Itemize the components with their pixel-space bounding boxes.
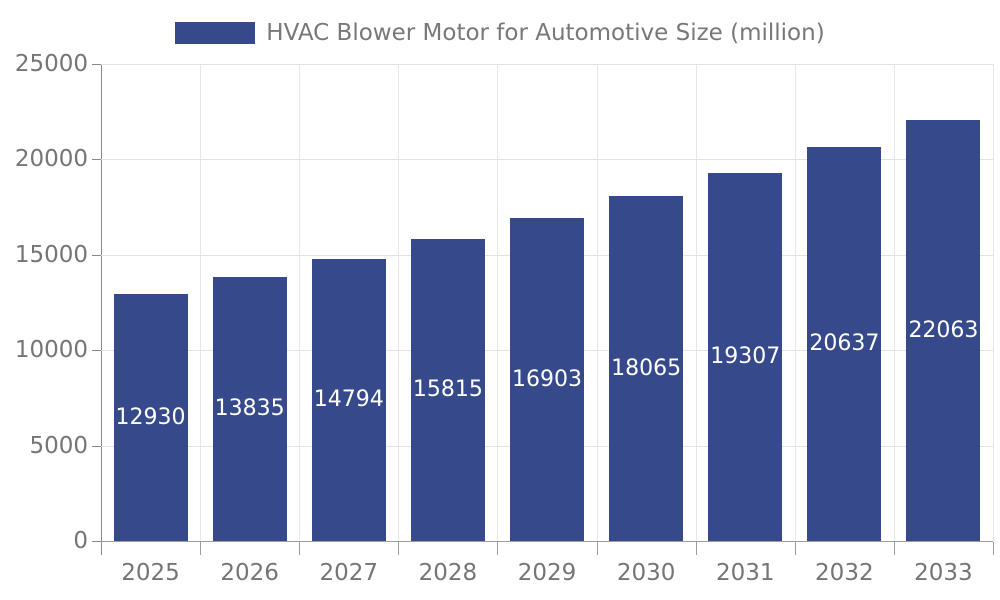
x-axis-tick-label: 2028 xyxy=(418,560,478,586)
bar-value-label: 12930 xyxy=(115,404,186,430)
vertical-gridline xyxy=(398,64,400,541)
y-axis-tick xyxy=(92,159,101,161)
bar-2029[interactable]: 16903 xyxy=(510,218,584,541)
bar-2028[interactable]: 15815 xyxy=(410,239,485,541)
bar-2025[interactable]: 12930 xyxy=(113,294,188,541)
legend-item[interactable]: HVAC Blower Motor for Automotive Size (m… xyxy=(0,20,1000,46)
x-axis-tick xyxy=(794,542,796,555)
y-axis-tick-label: 15000 xyxy=(14,241,88,268)
x-axis-tick-label: 2027 xyxy=(319,560,379,586)
x-axis-tick xyxy=(993,542,994,555)
legend-swatch xyxy=(175,22,256,44)
x-axis-tick xyxy=(299,542,301,555)
x-axis-tick-label: 2031 xyxy=(715,560,775,586)
bar-value-label: 22063 xyxy=(908,317,979,343)
horizontal-gridline xyxy=(101,159,993,161)
plot-area: 12930 13835 14794 15815 16903 18065 19307 20637… xyxy=(92,64,994,555)
horizontal-gridline xyxy=(101,64,993,65)
vertical-gridline xyxy=(596,64,598,541)
y-axis-tick xyxy=(92,541,101,542)
bar-2030[interactable]: 18065 xyxy=(609,196,684,541)
y-axis-tick xyxy=(92,445,101,447)
x-axis-tick xyxy=(893,542,895,555)
y-axis-tick-label: 20000 xyxy=(14,146,88,173)
vertical-gridline xyxy=(893,64,895,541)
bar-value-label: 15815 xyxy=(412,377,483,403)
x-axis-tick xyxy=(200,542,202,555)
y-axis-tick xyxy=(92,254,101,256)
y-axis-line xyxy=(101,64,102,555)
y-axis-tick-label: 25000 xyxy=(14,51,88,77)
y-axis-tick-label: 10000 xyxy=(14,337,88,364)
vertical-gridline xyxy=(695,64,697,541)
vertical-gridline xyxy=(794,64,796,541)
x-axis-tick xyxy=(497,542,499,555)
bar-2033[interactable]: 22063 xyxy=(906,120,981,541)
y-axis-tick-label: 0 xyxy=(73,528,88,554)
bar-2027[interactable]: 14794 xyxy=(311,258,386,541)
x-axis-tick xyxy=(596,542,598,555)
bar-value-label: 18065 xyxy=(611,355,682,381)
bar-value-label: 19307 xyxy=(710,343,781,369)
x-axis-tick-label: 2026 xyxy=(220,560,279,586)
vertical-gridline xyxy=(299,64,301,541)
vertical-gridline xyxy=(497,64,499,541)
bar-value-label: 16903 xyxy=(512,366,582,392)
x-axis-tick-label: 2025 xyxy=(121,560,180,586)
x-axis-tick xyxy=(695,542,697,555)
x-axis-tick-label: 2029 xyxy=(517,560,577,586)
x-axis-tick-label: 2030 xyxy=(616,560,676,586)
x-axis-tick-label: 2032 xyxy=(815,560,874,586)
x-axis-line xyxy=(92,541,993,542)
bar-2031[interactable]: 19307 xyxy=(708,172,783,541)
bar-value-label: 13835 xyxy=(214,396,285,421)
x-axis-tick-label: 2033 xyxy=(914,560,973,586)
y-axis-tick-label: 5000 xyxy=(29,432,88,459)
vertical-gridline xyxy=(993,64,994,541)
y-axis-tick xyxy=(92,64,101,65)
y-axis-tick xyxy=(92,350,101,352)
bar-2032[interactable]: 20637 xyxy=(807,147,882,541)
bar-value-label: 20637 xyxy=(809,331,880,357)
x-axis-tick xyxy=(398,542,400,555)
bar-2026[interactable]: 13835 xyxy=(212,277,287,541)
vertical-gridline xyxy=(200,64,202,541)
legend-label: HVAC Blower Motor for Automotive Size (m… xyxy=(266,20,825,46)
bar-value-label: 14794 xyxy=(313,386,384,412)
